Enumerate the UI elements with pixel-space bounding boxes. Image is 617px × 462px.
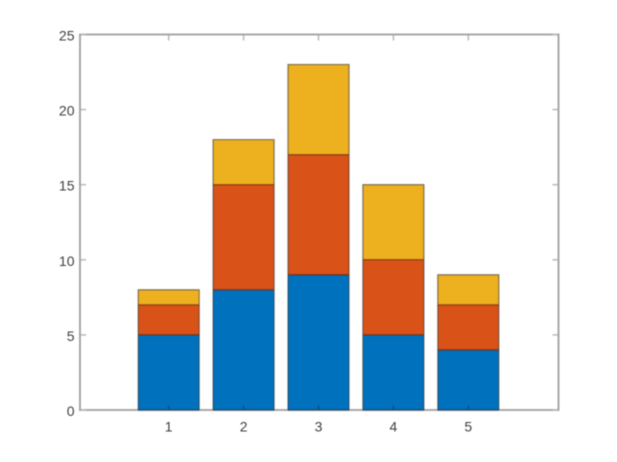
svg-text:4: 4 — [390, 419, 398, 435]
svg-text:5: 5 — [464, 419, 472, 435]
svg-text:15: 15 — [59, 178, 75, 194]
svg-text:20: 20 — [59, 103, 75, 119]
svg-text:10: 10 — [59, 253, 75, 269]
svg-text:3: 3 — [315, 419, 323, 435]
svg-text:25: 25 — [59, 28, 75, 44]
svg-text:1: 1 — [165, 419, 173, 435]
svg-text:5: 5 — [67, 328, 75, 344]
svg-text:2: 2 — [240, 419, 248, 435]
svg-text:0: 0 — [67, 403, 75, 419]
